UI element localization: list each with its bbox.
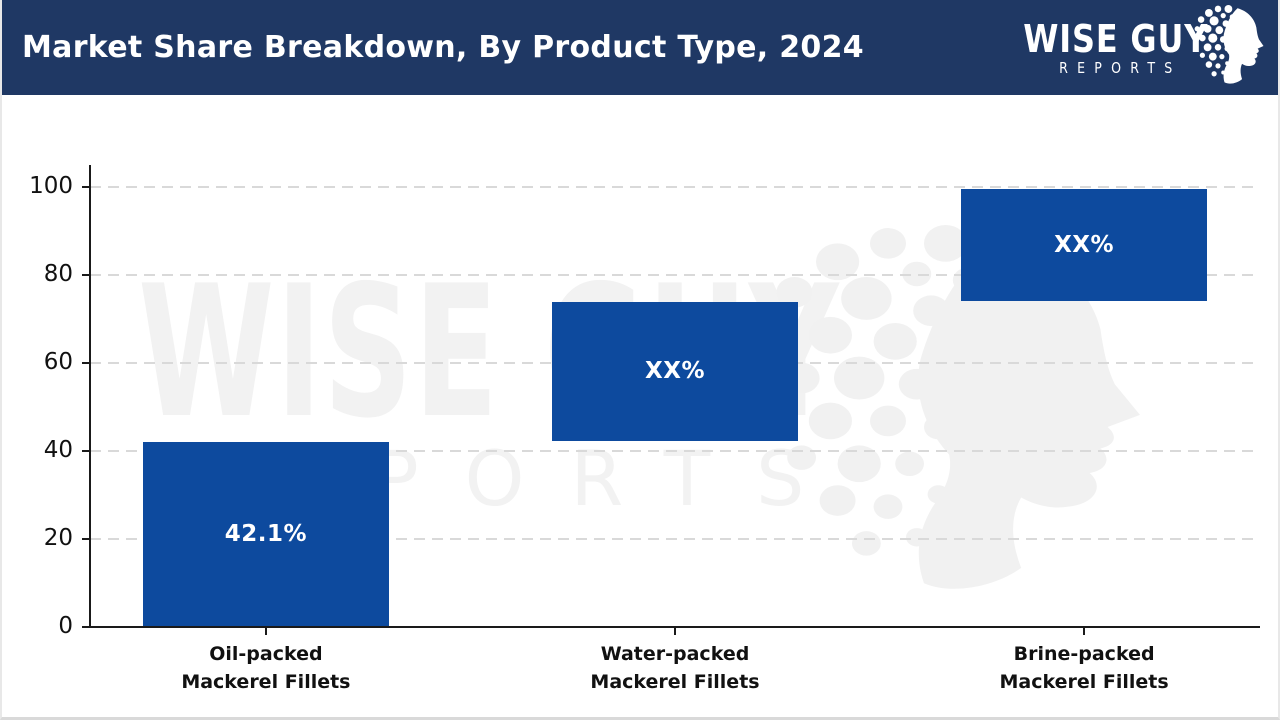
y-tick-label: 60 <box>43 348 73 375</box>
gridline-y-80 <box>90 274 1260 276</box>
gridline-y-20 <box>90 538 1260 540</box>
y-tick-mark <box>82 186 90 188</box>
x-tick-mark <box>264 627 267 635</box>
bar-value-label: XX% <box>1054 232 1115 259</box>
x-category-label: Water-packed Mackerel Fillets <box>590 643 760 693</box>
bar-value-label: XX% <box>644 358 705 385</box>
y-tick-label: 20 <box>43 524 73 551</box>
x-tick-mark <box>674 627 676 635</box>
x-tick-mark <box>1083 627 1086 635</box>
logo-text: WISE GUY REPORTS <box>1023 16 1208 77</box>
y-tick-mark <box>82 538 90 540</box>
y-tick-label: 80 <box>43 260 73 287</box>
header-bar: Market Share Breakdown, By Product Type,… <box>2 0 1278 95</box>
plot-area: 42.1% XX% XX% <box>90 165 1260 628</box>
x-category-label: Brine-packed Mackerel Fillets <box>999 643 1169 693</box>
bar-value-label: 42.1% <box>224 521 308 548</box>
y-axis-spine <box>89 165 91 628</box>
y-tick-label: 0 <box>58 612 73 639</box>
y-tick-mark <box>82 362 90 364</box>
y-tick-mark <box>82 274 90 276</box>
y-tick-label: 40 <box>43 436 73 463</box>
gridline-y-40 <box>90 450 1260 452</box>
x-axis: Oil-packed Mackerel Fillets Water-packed … <box>90 627 1260 717</box>
x-axis-spine <box>88 626 1260 628</box>
x-category-label: Oil-packed Mackerel Fillets <box>181 643 351 693</box>
gridline-y-100 <box>90 186 1260 188</box>
chart-title: Market Share Breakdown, By Product Type,… <box>22 30 864 65</box>
bar: 42.1% <box>143 441 389 627</box>
y-axis: 0 20 40 60 80 100 <box>2 165 90 639</box>
y-tick-mark <box>82 450 90 452</box>
bar: XX% <box>552 301 798 441</box>
chart-area: WISE GUY REPORTS 42.1% XX% XX% 0 20 40 60 80 10… <box>2 95 1278 717</box>
logo-wordmark: WISE GUY <box>1023 16 1208 61</box>
logo-subtext: REPORTS <box>1058 58 1182 77</box>
bar: XX% <box>961 189 1207 302</box>
y-tick-mark <box>82 626 90 628</box>
y-tick-label: 100 <box>29 172 73 199</box>
wiseguy-logo: WISE GUY REPORTS <box>988 5 1270 91</box>
